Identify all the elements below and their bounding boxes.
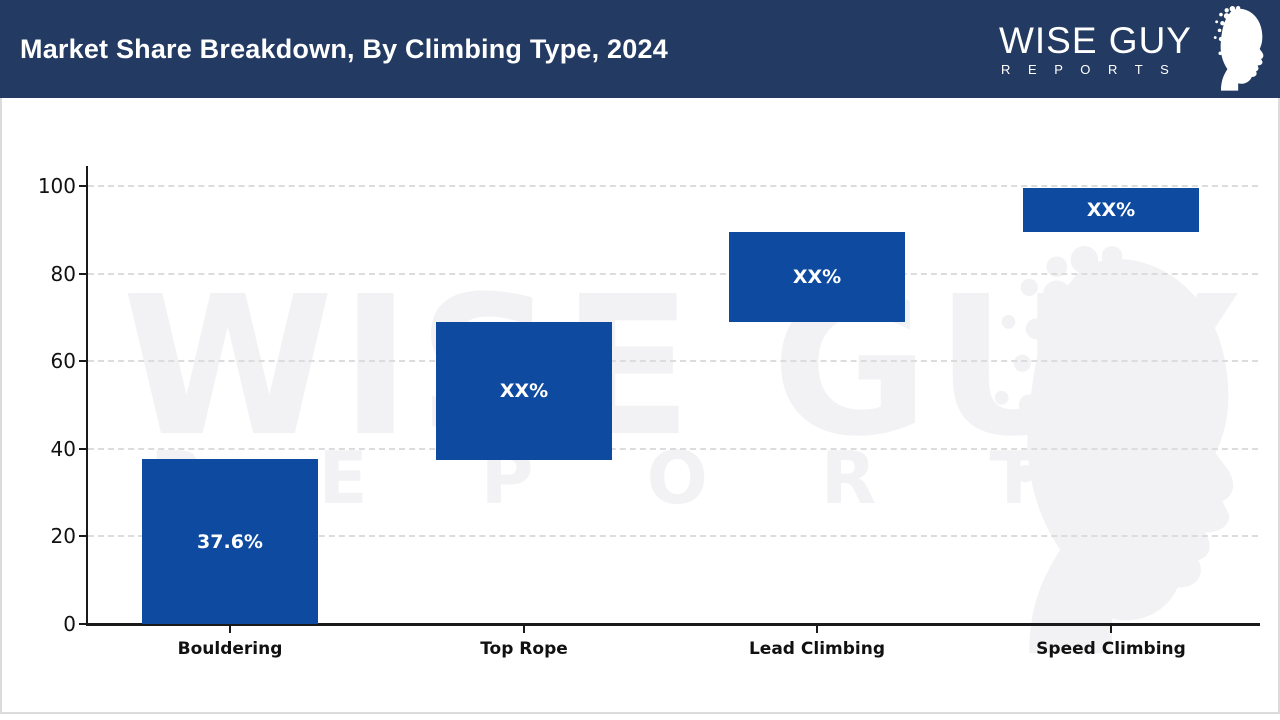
brand-name: WISE GUY (998, 20, 1192, 61)
y-tick-100 (79, 185, 87, 187)
brand-logo: WISE GUY R E P O R T S (999, 6, 1274, 92)
gridline-80 (88, 273, 1258, 275)
y-tick-label-20: 20 (50, 524, 76, 548)
bar-top-rope: XX% (436, 322, 612, 460)
x-axis-line (86, 623, 1260, 626)
y-tick-40 (79, 448, 87, 450)
watermark: WISE GUY R E P O R T S (0, 98, 1280, 720)
bar-bouldering: 37.6% (142, 459, 318, 624)
y-tick-label-40: 40 (50, 437, 76, 461)
x-axis-label-speed-climbing: Speed Climbing (1036, 639, 1186, 659)
y-tick-60 (79, 360, 87, 362)
bar-value-label-lead-climbing: XX% (792, 266, 842, 288)
gridline-40 (88, 448, 1258, 450)
x-axis-label-bouldering: Bouldering (177, 639, 283, 659)
header-bar: Market Share Breakdown, By Climbing Type… (0, 0, 1280, 98)
brand-face-icon (1213, 6, 1264, 91)
y-tick-80 (79, 273, 87, 275)
x-tick-lead-climbing (816, 626, 818, 633)
gridline-20 (88, 535, 1258, 537)
chart-title: Market Share Breakdown, By Climbing Type… (20, 33, 668, 64)
x-tick-bouldering (229, 626, 231, 633)
y-tick-label-100: 100 (37, 174, 76, 198)
watermark-face-icon (994, 246, 1234, 654)
bar-value-label-bouldering: 37.6% (197, 530, 263, 553)
gridline-100 (88, 185, 1258, 187)
y-tick-0 (79, 623, 87, 625)
y-tick-label-60: 60 (50, 349, 76, 373)
x-tick-speed-climbing (1110, 626, 1112, 633)
y-axis-line (86, 166, 88, 626)
y-tick-20 (79, 535, 87, 537)
brand-subname: R E P O R T S (1000, 62, 1176, 77)
bar-value-label-speed-climbing: XX% (1086, 199, 1136, 221)
bar-lead-climbing: XX% (729, 232, 905, 322)
x-axis-label-top-rope: Top Rope (480, 639, 568, 659)
x-axis-label-lead-climbing: Lead Climbing (748, 639, 886, 659)
x-tick-top-rope (523, 626, 525, 633)
y-tick-label-80: 80 (50, 262, 76, 286)
brand-text: WISE GUY R E P O R T S (999, 22, 1192, 76)
gridline-60 (88, 360, 1258, 362)
bar-speed-climbing: XX% (1023, 188, 1199, 232)
y-tick-label-0: 0 (63, 612, 76, 636)
bar-value-label-top-rope: XX% (499, 380, 549, 402)
